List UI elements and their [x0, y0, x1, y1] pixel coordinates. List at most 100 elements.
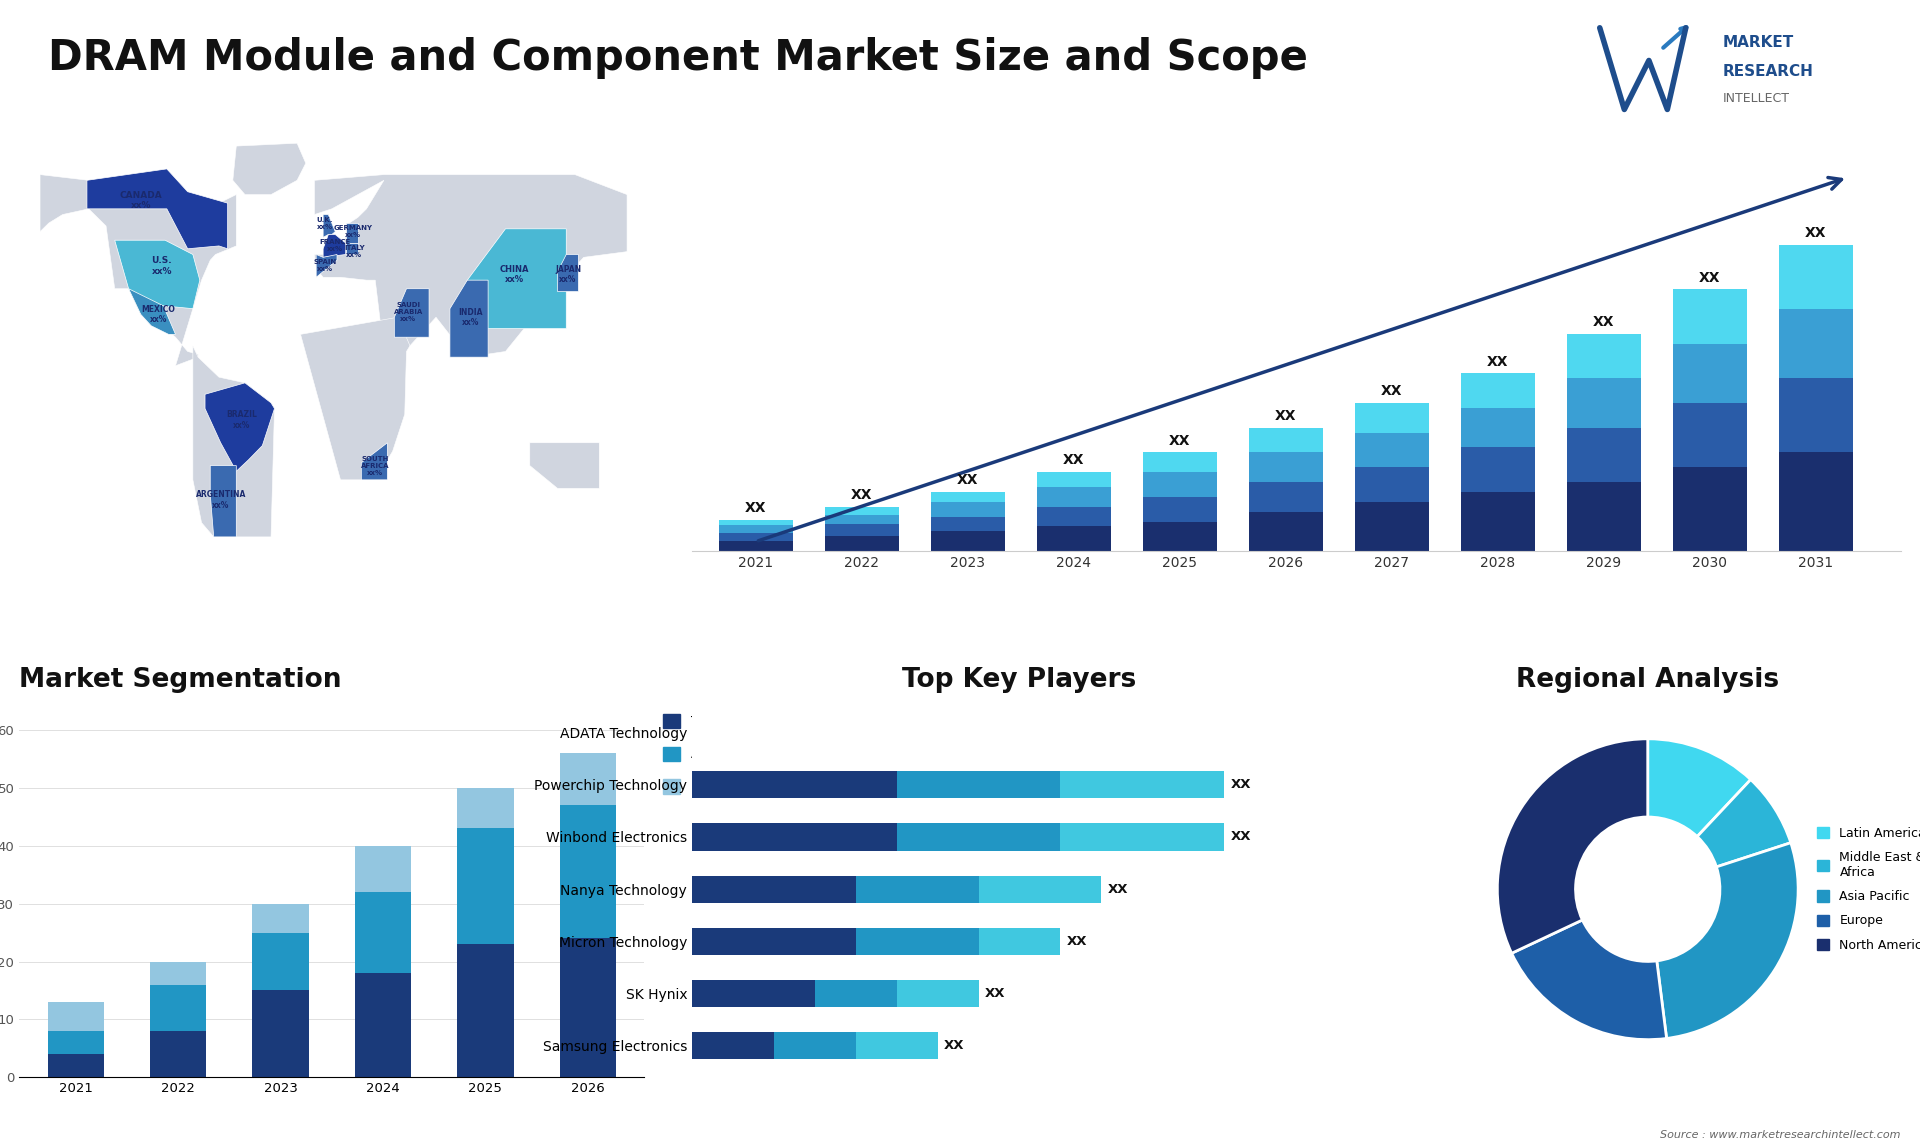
Bar — [1567, 378, 1642, 427]
Text: SAUDI
ARABIA
xx%: SAUDI ARABIA xx% — [394, 301, 422, 322]
Text: Market Segmentation: Market Segmentation — [19, 667, 342, 693]
Bar — [252, 933, 309, 990]
Bar — [1461, 374, 1534, 408]
Text: JAPAN
xx%: JAPAN xx% — [555, 265, 582, 284]
Bar — [48, 1031, 104, 1054]
Polygon shape — [86, 168, 228, 249]
Polygon shape — [463, 229, 566, 329]
Polygon shape — [361, 442, 388, 480]
Bar — [1567, 427, 1642, 482]
Wedge shape — [1498, 739, 1647, 953]
Polygon shape — [557, 254, 578, 291]
Text: CANADA
xx%: CANADA xx% — [119, 190, 161, 210]
Bar — [1461, 447, 1534, 492]
Bar — [1672, 403, 1747, 468]
Text: XX: XX — [1108, 882, 1129, 896]
Bar — [897, 824, 1060, 850]
Polygon shape — [129, 289, 175, 335]
Text: XX: XX — [1231, 831, 1250, 843]
Bar — [355, 973, 411, 1077]
Bar — [1672, 344, 1747, 403]
Polygon shape — [209, 465, 236, 536]
Polygon shape — [315, 174, 628, 358]
Wedge shape — [1697, 779, 1791, 866]
Bar — [48, 1002, 104, 1031]
Polygon shape — [115, 241, 200, 314]
Bar — [252, 904, 309, 933]
Bar — [824, 515, 899, 525]
Wedge shape — [1647, 739, 1751, 837]
Text: XX: XX — [1594, 315, 1615, 329]
Wedge shape — [1657, 842, 1799, 1038]
Polygon shape — [205, 383, 275, 471]
Bar — [1356, 502, 1428, 551]
Bar — [931, 532, 1004, 551]
Text: SPAIN
xx%: SPAIN xx% — [313, 259, 336, 273]
Bar — [691, 928, 856, 955]
Bar — [931, 502, 1004, 517]
Bar — [856, 876, 979, 903]
Text: XX: XX — [1805, 226, 1826, 241]
Text: XX: XX — [1169, 433, 1190, 448]
Polygon shape — [232, 143, 305, 195]
Polygon shape — [323, 235, 346, 258]
Text: RESEARCH: RESEARCH — [1722, 64, 1814, 79]
Text: FRANCE
xx%: FRANCE xx% — [319, 240, 351, 252]
Legend: Type, Application, Geography: Type, Application, Geography — [659, 708, 774, 800]
Bar — [150, 1031, 205, 1077]
Polygon shape — [346, 223, 357, 243]
Bar — [559, 939, 616, 1077]
Text: XX: XX — [745, 501, 766, 515]
Bar — [718, 526, 793, 533]
Bar — [856, 1033, 937, 1060]
Text: ARGENTINA
xx%: ARGENTINA xx% — [196, 490, 246, 510]
Bar — [457, 788, 513, 829]
Bar — [1778, 453, 1853, 551]
Text: GERMANY
xx%: GERMANY xx% — [334, 225, 372, 238]
Bar — [931, 517, 1004, 532]
Polygon shape — [530, 442, 599, 488]
Bar — [718, 519, 793, 526]
Bar — [1060, 824, 1225, 850]
Text: XX: XX — [1699, 270, 1720, 284]
Bar — [1461, 492, 1534, 551]
Legend: Latin America, Middle East &
Africa, Asia Pacific, Europe, North America: Latin America, Middle East & Africa, Asi… — [1812, 822, 1920, 957]
Text: Source : www.marketresearchintellect.com: Source : www.marketresearchintellect.com — [1661, 1130, 1901, 1140]
Bar — [856, 928, 979, 955]
Bar — [1672, 289, 1747, 344]
Text: XX: XX — [1380, 384, 1404, 399]
Bar — [1142, 497, 1217, 521]
Text: U.S.
xx%: U.S. xx% — [152, 257, 173, 275]
Text: INDIA
xx%: INDIA xx% — [459, 307, 484, 327]
Bar — [1037, 526, 1112, 551]
Bar — [691, 824, 897, 850]
Bar — [559, 753, 616, 806]
Polygon shape — [323, 214, 336, 237]
Text: XX: XX — [851, 488, 872, 502]
Bar — [1037, 507, 1112, 526]
Bar — [457, 944, 513, 1077]
Bar — [1461, 408, 1534, 447]
Bar — [1142, 453, 1217, 472]
Text: XX: XX — [1275, 409, 1296, 423]
Bar — [150, 961, 205, 984]
Bar — [1248, 482, 1323, 511]
Text: DRAM Module and Component Market Size and Scope: DRAM Module and Component Market Size an… — [48, 37, 1308, 79]
Bar — [1248, 453, 1323, 482]
Bar — [1567, 482, 1642, 551]
Polygon shape — [346, 243, 357, 254]
Bar — [1356, 468, 1428, 502]
Text: CHINA
xx%: CHINA xx% — [499, 265, 528, 284]
Text: XX: XX — [1488, 354, 1509, 369]
Bar — [1248, 511, 1323, 551]
Polygon shape — [192, 346, 275, 536]
Bar — [1356, 403, 1428, 432]
Bar — [691, 1033, 774, 1060]
Bar — [814, 980, 897, 1007]
Bar — [897, 771, 1060, 799]
Bar — [1356, 432, 1428, 468]
Bar — [824, 525, 899, 536]
Bar — [774, 1033, 856, 1060]
Text: XX: XX — [1064, 454, 1085, 468]
Text: XX: XX — [956, 473, 979, 487]
